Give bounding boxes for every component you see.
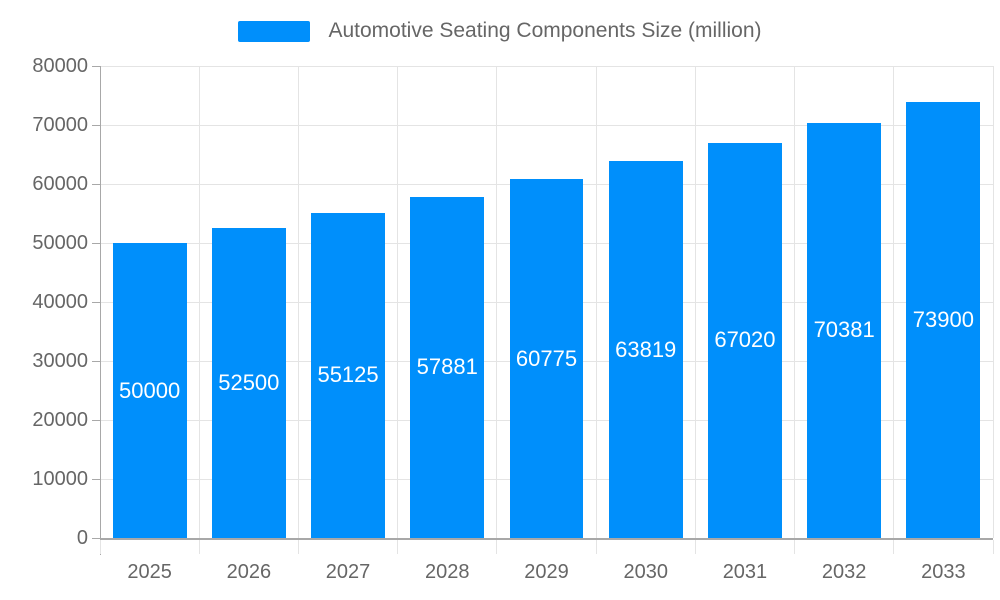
bar-2026[interactable]: 52500 [211,228,286,538]
v-gridline [694,66,696,538]
y-tick [92,183,100,185]
y-tick-label: 50000 [32,232,88,254]
bar-2025[interactable]: 50000 [112,243,187,538]
bar-2028[interactable]: 57881 [410,196,485,538]
x-tick [992,540,994,554]
h-gridline [100,124,993,126]
y-tick-label: 10000 [32,468,88,490]
bar-2033[interactable]: 73900 [906,102,981,538]
y-tick [92,419,100,421]
x-category-label: 2028 [425,561,470,583]
legend-label: Automotive Seating Components Size (mill… [328,19,762,42]
x-category-label: 2029 [524,561,569,583]
x-category-label: 2030 [623,561,668,583]
v-gridline [198,66,200,538]
legend-swatch-icon [238,20,311,42]
h-gridline [100,65,993,67]
x-tick [893,540,895,554]
y-tick [92,124,100,126]
x-category-label: 2025 [127,561,172,583]
y-tick-label: 70000 [32,114,88,136]
v-gridline [297,66,299,538]
y-tick [92,478,100,480]
bar-2031[interactable]: 67020 [707,142,782,538]
bar-value-label: 63819 [615,336,677,362]
legend[interactable]: Automotive Seating Components Size (mill… [0,19,1000,43]
v-gridline [992,66,994,538]
bar-2027[interactable]: 55125 [311,212,385,538]
x-tick [496,540,498,554]
bar-value-label: 70381 [813,317,875,343]
bar-value-label: 73900 [912,307,974,332]
y-tick [92,301,100,303]
v-gridline [595,66,597,538]
x-tick [198,540,200,554]
bar-value-label: 67020 [714,327,776,353]
x-category-label: 2027 [325,561,371,583]
y-tick-label: 0 [76,527,88,549]
bar-2032[interactable]: 70381 [807,122,882,538]
y-axis-line [100,66,101,555]
bar-value-label: 60775 [515,345,578,371]
y-tick-label: 60000 [32,173,88,195]
v-gridline [496,66,498,538]
y-tick [92,65,100,67]
y-tick-label: 80000 [32,55,88,77]
x-tick [99,540,101,554]
bar-2030[interactable]: 63819 [608,161,683,538]
v-gridline [397,66,399,538]
bar-value-label: 55125 [317,362,379,388]
y-tick [92,360,100,362]
y-tick-label: 40000 [32,291,88,313]
bar-value-label: 50000 [119,377,181,403]
x-tick [595,540,597,554]
bar-value-label: 57881 [416,354,478,380]
x-axis-line [100,538,993,540]
x-category-label: 2026 [226,561,272,583]
x-tick [397,540,399,554]
bar-2029[interactable]: 60775 [509,179,584,538]
y-tick [92,242,100,244]
x-tick [794,540,796,554]
v-gridline [893,66,895,538]
v-gridline [794,66,796,538]
y-tick-label: 30000 [32,350,88,372]
x-category-label: 2033 [921,561,966,583]
y-tick-label: 20000 [32,409,88,431]
x-tick [297,540,299,554]
y-tick [92,537,100,539]
bar-value-label: 52500 [218,370,280,396]
x-tick [694,540,696,554]
plot-area: 50000 52500 55125 57881 60775 63819 67020 70381… [100,65,994,539]
x-category-label: 2032 [821,561,867,583]
x-category-label: 2031 [722,561,768,583]
